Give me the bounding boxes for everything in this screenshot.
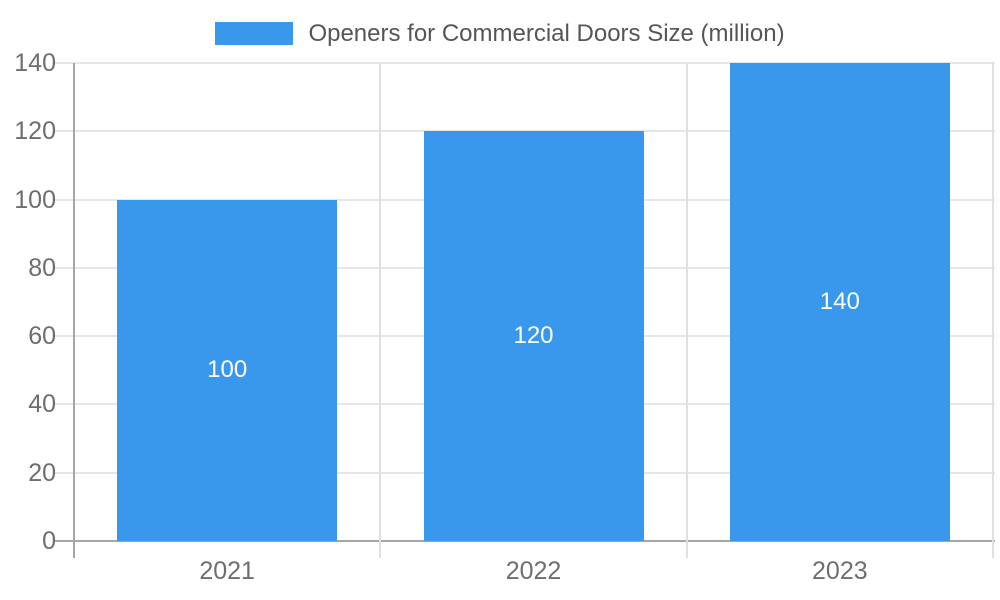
plot-right-border [992, 63, 994, 558]
y-tick-label: 40 [28, 390, 56, 419]
category-separator [379, 63, 382, 558]
y-tick-label: 120 [14, 117, 56, 146]
bar-value-label: 120 [513, 322, 554, 350]
bar [729, 63, 950, 541]
x-baseline [54, 540, 995, 542]
x-category-label: 2023 [812, 557, 868, 585]
y-tick-label: 0 [42, 527, 56, 555]
bar [423, 131, 644, 541]
x-category-label: 2022 [505, 557, 562, 585]
y-axis-line [73, 63, 75, 558]
bar-value-label: 100 [207, 356, 248, 384]
legend-label: Openers for Commercial Doors Size (milli… [308, 19, 785, 47]
bar [117, 199, 338, 541]
y-tick-label: 20 [28, 458, 56, 487]
y-tick-label: 140 [14, 49, 56, 77]
y-tick-label: 80 [28, 253, 56, 282]
y-gridline [54, 62, 995, 64]
category-separator [685, 63, 688, 558]
y-tick-label: 100 [14, 185, 56, 214]
x-category-label: 2021 [199, 557, 255, 585]
chart-legend: Openers for Commercial Doors Size (milli… [0, 20, 1000, 47]
y-tick-label: 60 [28, 322, 56, 351]
bar-value-label: 140 [819, 288, 860, 315]
legend-swatch [215, 22, 294, 45]
